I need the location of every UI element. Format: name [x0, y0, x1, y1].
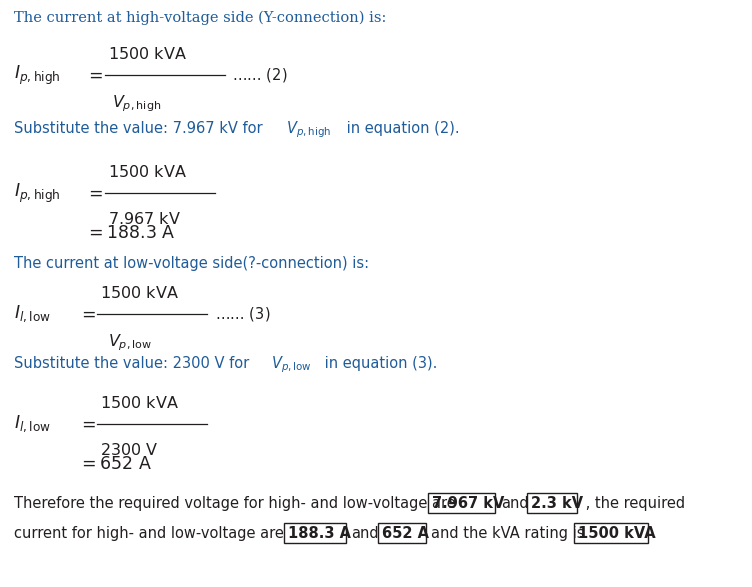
Text: 188.3 A: 188.3 A — [288, 526, 351, 541]
Text: and: and — [501, 496, 529, 511]
Text: $V_{p,\mathrm{high}}$: $V_{p,\mathrm{high}}$ — [286, 119, 331, 140]
Text: $\mathsf{1500\ kVA}$: $\mathsf{1500\ kVA}$ — [100, 285, 179, 301]
Text: $I_{p,\mathrm{high}}$: $I_{p,\mathrm{high}}$ — [14, 181, 61, 205]
Text: $I_{l,\mathrm{low}}$: $I_{l,\mathrm{low}}$ — [14, 303, 51, 324]
Text: $\mathsf{2300\ V}$: $\mathsf{2300\ V}$ — [100, 442, 159, 458]
Text: The current at high-voltage side (Y-connection) is:: The current at high-voltage side (Y-conn… — [14, 11, 387, 25]
Text: in equation (3).: in equation (3). — [320, 356, 438, 371]
Text: Substitute the value: 2300 V for: Substitute the value: 2300 V for — [14, 356, 254, 371]
Text: $\mathsf{7.967\ kV}$: $\mathsf{7.967\ kV}$ — [108, 211, 181, 227]
Text: $\ldots\ldots\ \mathrm{(3)}$: $\ldots\ldots\ \mathrm{(3)}$ — [215, 305, 271, 323]
Text: $V_{p,\mathrm{high}}$: $V_{p,\mathrm{high}}$ — [112, 93, 161, 114]
Text: $=188.3\ \mathrm{A}$: $=188.3\ \mathrm{A}$ — [85, 224, 175, 242]
Text: $\mathsf{1500\ kVA}$: $\mathsf{1500\ kVA}$ — [108, 46, 187, 62]
Text: $=$: $=$ — [78, 415, 96, 433]
Text: $=$: $=$ — [78, 305, 96, 323]
Text: 2.3 kV: 2.3 kV — [531, 496, 583, 511]
Text: The current at low-voltage side(?-connection) is:: The current at low-voltage side(?-connec… — [14, 256, 369, 271]
Text: $=$: $=$ — [85, 66, 103, 84]
Text: .: . — [651, 526, 656, 541]
Text: $\ldots\ldots\ \mathrm{(2)}$: $\ldots\ldots\ \mathrm{(2)}$ — [232, 66, 287, 84]
Text: $=652\ \mathrm{A}$: $=652\ \mathrm{A}$ — [78, 455, 152, 473]
Text: $=$: $=$ — [85, 184, 103, 202]
Text: and: and — [351, 526, 378, 541]
Text: $\mathsf{1500\ kVA}$: $\mathsf{1500\ kVA}$ — [108, 164, 187, 180]
Text: $I_{l,\mathrm{low}}$: $I_{l,\mathrm{low}}$ — [14, 414, 51, 434]
Text: 1500 kVA: 1500 kVA — [578, 526, 656, 541]
Text: $\mathsf{1500\ kVA}$: $\mathsf{1500\ kVA}$ — [100, 395, 179, 411]
Text: in equation (2).: in equation (2). — [342, 121, 459, 136]
Text: Therefore the required voltage for high- and low-voltage are: Therefore the required voltage for high-… — [14, 496, 460, 511]
Text: $I_{p,\mathrm{high}}$: $I_{p,\mathrm{high}}$ — [14, 63, 61, 87]
Text: Substitute the value: 7.967 kV for: Substitute the value: 7.967 kV for — [14, 121, 267, 136]
Text: $V_{p,\mathrm{low}}$: $V_{p,\mathrm{low}}$ — [108, 332, 153, 353]
Text: 652 A: 652 A — [382, 526, 429, 541]
Text: 7.967 kV: 7.967 kV — [432, 496, 505, 511]
Text: , the required: , the required — [581, 496, 685, 511]
Text: $V_{p,\mathrm{low}}$: $V_{p,\mathrm{low}}$ — [271, 354, 312, 375]
Text: current for high- and low-voltage are: current for high- and low-voltage are — [14, 526, 289, 541]
Text: and the kVA rating is: and the kVA rating is — [431, 526, 584, 541]
